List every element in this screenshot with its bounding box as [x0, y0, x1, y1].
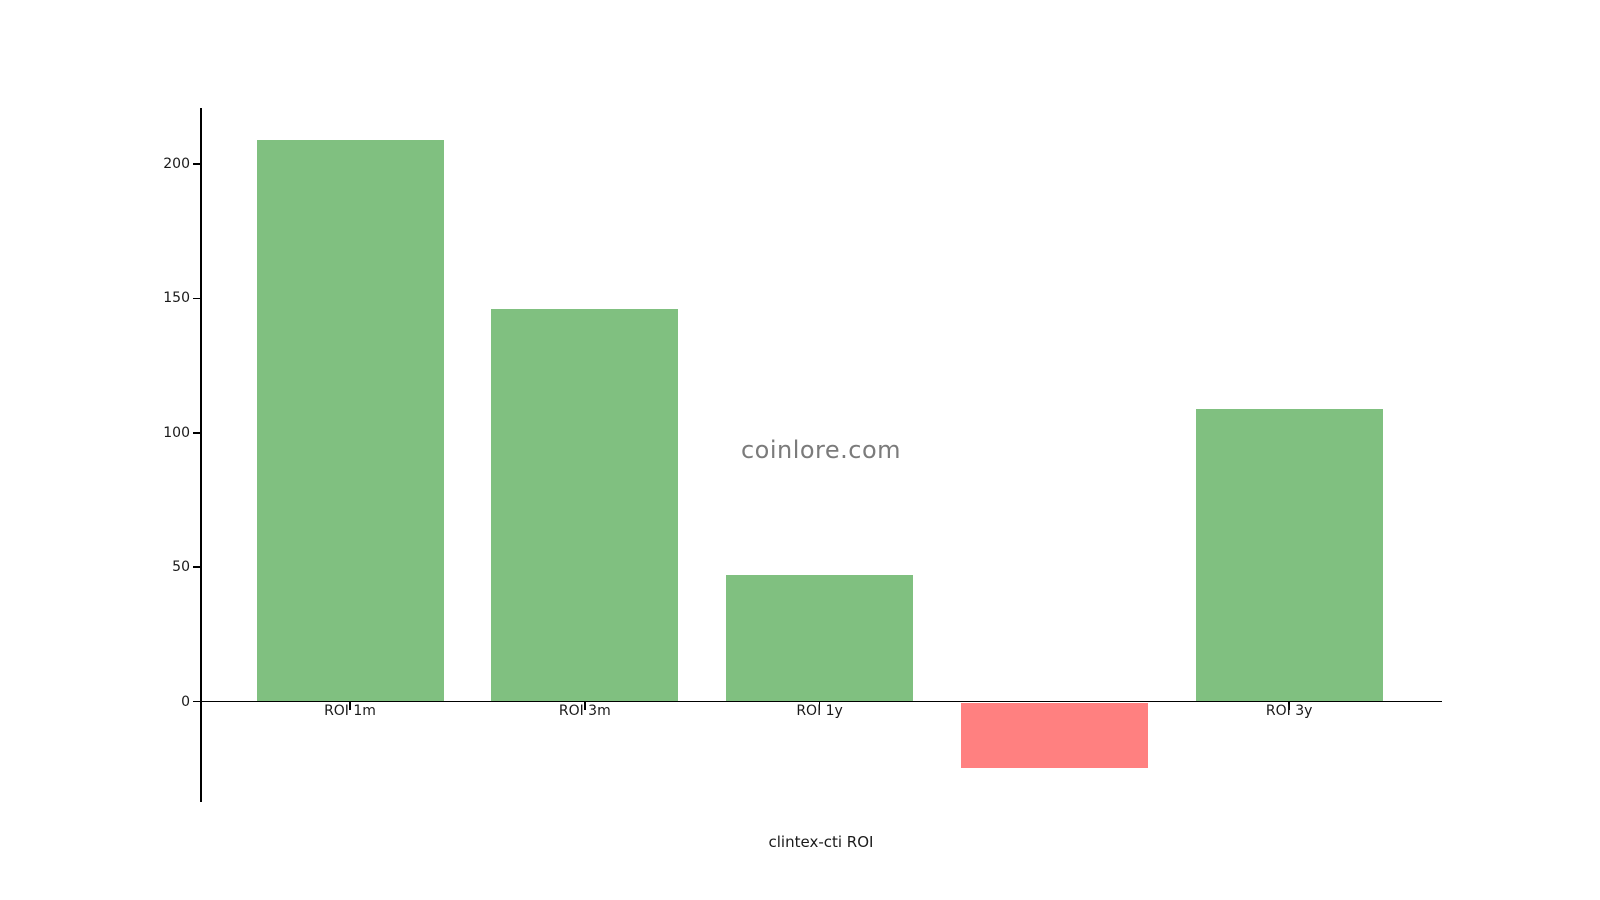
- x-axis-zero-line: [200, 700, 1442, 702]
- y-tick-label: 50: [172, 559, 190, 576]
- x-tick-mark: [349, 701, 351, 710]
- y-tick-label: 150: [163, 290, 190, 307]
- bar-roi-1y: [726, 575, 914, 702]
- x-tick-mark: [1288, 701, 1290, 710]
- bar-roi-3m: [491, 309, 679, 702]
- y-tick-mark: [193, 700, 201, 703]
- y-axis-line: [200, 108, 202, 802]
- bar-roi-3y: [1195, 408, 1383, 702]
- y-tick-mark: [193, 163, 201, 165]
- x-tick-label: ROI 1m: [324, 703, 376, 719]
- chart-title: clintex-cti ROI: [768, 833, 874, 851]
- x-tick-label: ROI 1y: [796, 703, 843, 719]
- y-tick-label: 100: [163, 424, 190, 441]
- y-tick-mark: [193, 566, 201, 568]
- bar-negative-3: [960, 703, 1148, 768]
- y-tick-mark: [193, 432, 201, 434]
- y-tick-mark: [193, 297, 201, 300]
- x-tick-label: ROI 3y: [1265, 703, 1313, 719]
- x-tick-mark: [584, 701, 586, 710]
- y-tick-label: 0: [181, 693, 190, 710]
- watermark: coinlore.com: [740, 436, 902, 464]
- x-tick-label: ROI 3m: [558, 703, 611, 719]
- y-tick-label: 200: [163, 156, 190, 172]
- x-tick-mark: [818, 701, 821, 710]
- bar-roi-1m: [256, 139, 444, 702]
